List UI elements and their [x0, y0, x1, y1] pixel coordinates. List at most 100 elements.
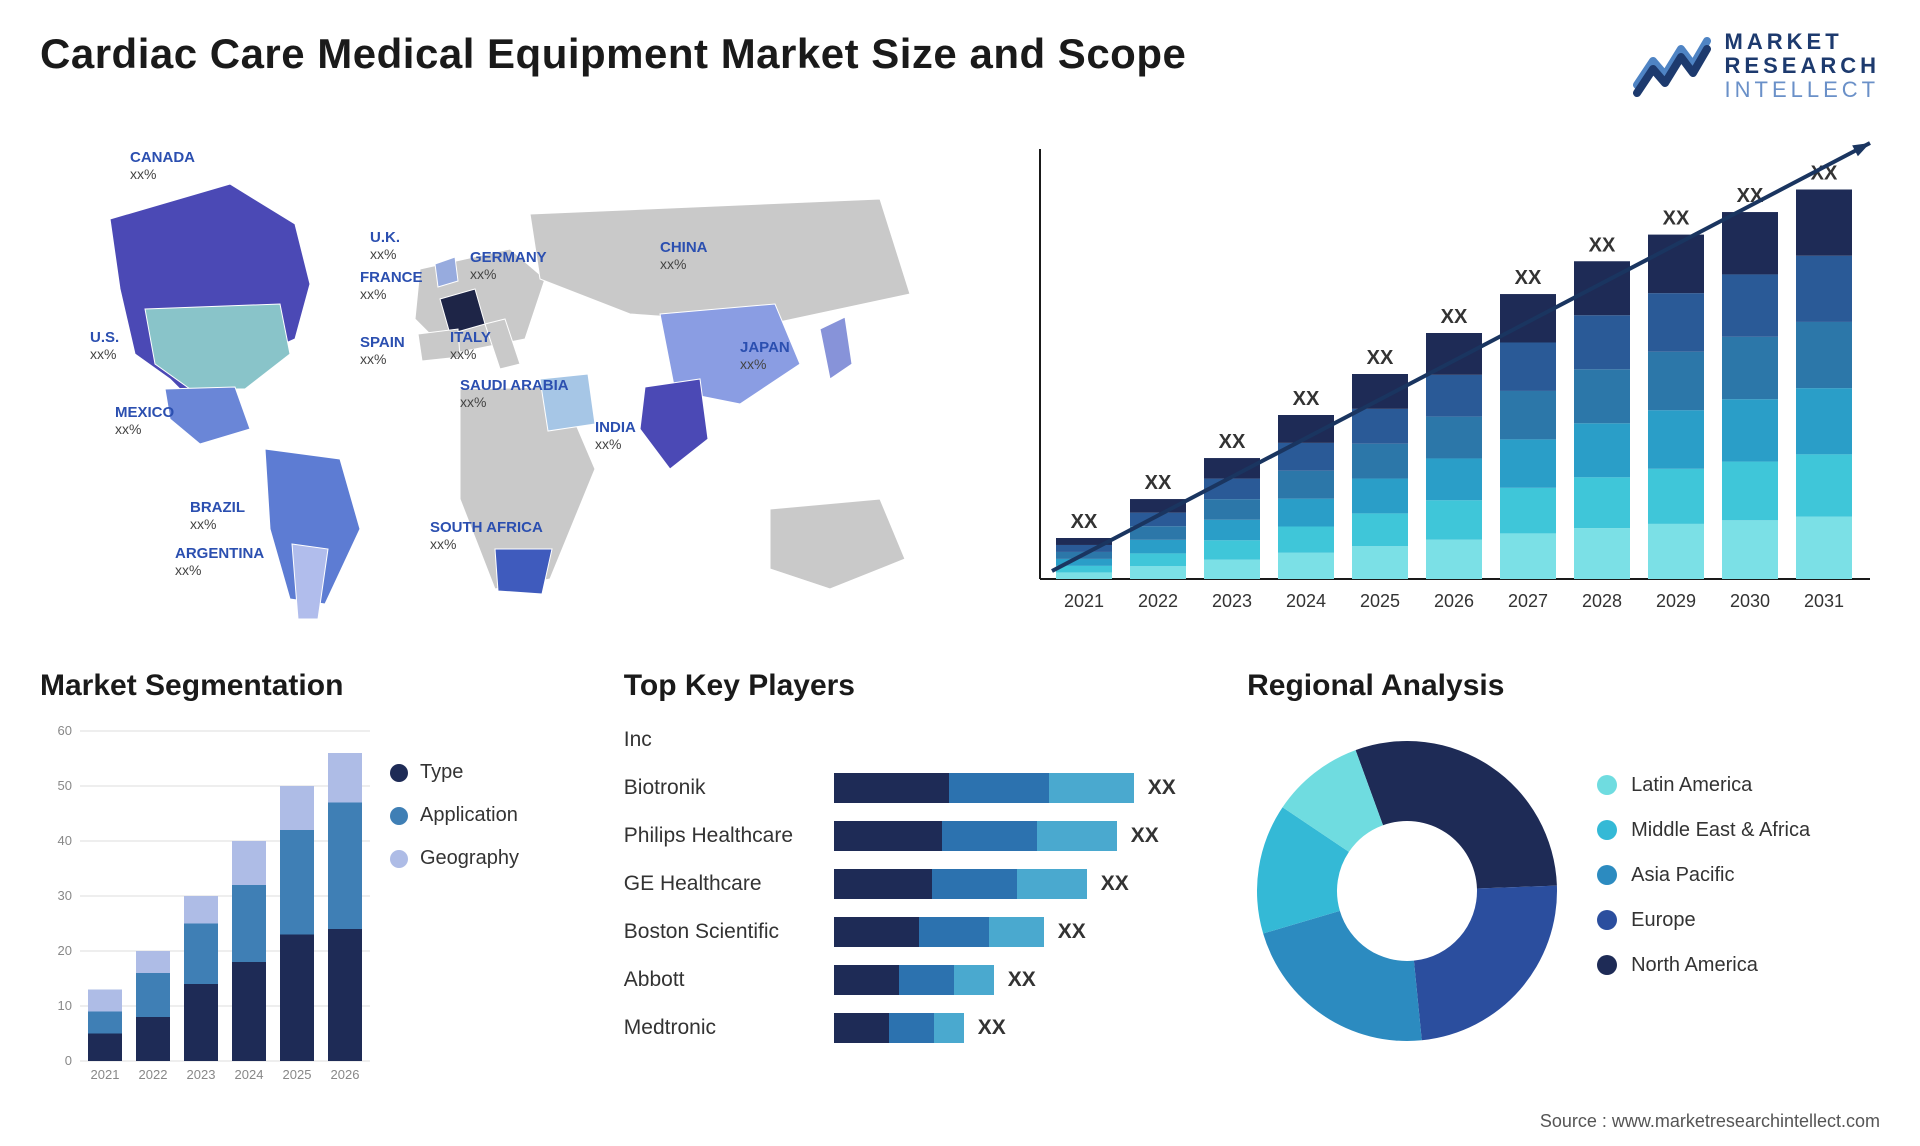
regional-donut-svg: [1247, 731, 1567, 1051]
map-label: SAUDI ARABIAxx%: [460, 377, 569, 410]
legend-swatch: [390, 850, 408, 868]
segmentation-chart-svg: 0102030405060202120222023202420252026: [40, 721, 380, 1101]
regional-legend-item: Asia Pacific: [1597, 864, 1810, 887]
map-country-name: SAUDI ARABIA: [460, 377, 569, 394]
map-country-name: FRANCE: [360, 269, 423, 286]
map-country-value: xx%: [175, 562, 264, 578]
segmentation-section: Market Segmentation 01020304050602021202…: [40, 669, 594, 1101]
player-name: Inc: [624, 728, 834, 752]
svg-text:2025: 2025: [1360, 591, 1400, 611]
player-name: Biotronik: [624, 776, 834, 800]
player-row: GE HealthcareXX: [624, 865, 1217, 903]
legend-label: Europe: [1631, 909, 1696, 932]
player-bar: XX: [834, 869, 1129, 899]
svg-text:60: 60: [58, 723, 72, 738]
svg-text:XX: XX: [1663, 208, 1690, 230]
svg-text:2031: 2031: [1804, 591, 1844, 611]
source-label: Source : www.marketresearchintellect.com: [1540, 1111, 1880, 1132]
player-row: MedtronicXX: [624, 1009, 1217, 1047]
svg-text:XX: XX: [1071, 511, 1098, 533]
players-title: Top Key Players: [624, 669, 1217, 703]
map-country-name: U.S.: [90, 329, 119, 346]
logo-text-row3: INTELLECT: [1725, 78, 1880, 102]
player-bar-segment: [1017, 869, 1087, 899]
map-label: CHINAxx%: [660, 239, 708, 272]
map-country-name: JAPAN: [740, 339, 790, 356]
svg-text:50: 50: [58, 778, 72, 793]
svg-text:2024: 2024: [235, 1067, 264, 1082]
svg-text:2027: 2027: [1508, 591, 1548, 611]
map-label: FRANCExx%: [360, 269, 423, 302]
player-bar: XX: [834, 1013, 1006, 1043]
svg-text:0: 0: [65, 1053, 72, 1068]
upper-row: CANADAxx%U.S.xx%MEXICOxx%BRAZILxx%ARGENT…: [40, 129, 1880, 639]
map-label: U.K.xx%: [370, 229, 400, 262]
map-country-name: GERMANY: [470, 249, 547, 266]
regional-legend-item: Latin America: [1597, 774, 1810, 797]
player-bar-segment: [834, 917, 919, 947]
map-country-value: xx%: [370, 246, 400, 262]
player-bar-segment: [834, 965, 899, 995]
legend-swatch: [1597, 865, 1617, 885]
map-label: ITALYxx%: [450, 329, 491, 362]
svg-text:2024: 2024: [1286, 591, 1326, 611]
player-bar-segment: [834, 1013, 889, 1043]
growth-chart: 2021XX2022XX2023XX2024XX2025XX2026XX2027…: [1020, 129, 1880, 639]
regional-legend: Latin AmericaMiddle East & AfricaAsia Pa…: [1597, 774, 1810, 999]
svg-text:XX: XX: [1367, 347, 1394, 369]
legend-label: Type: [420, 761, 463, 784]
map-country-name: SPAIN: [360, 334, 405, 351]
map-country-value: xx%: [430, 536, 543, 552]
svg-text:2022: 2022: [1138, 591, 1178, 611]
legend-swatch: [1597, 910, 1617, 930]
map-country-value: xx%: [595, 436, 636, 452]
player-row: BiotronikXX: [624, 769, 1217, 807]
player-bar: XX: [834, 965, 1036, 995]
map-country-value: xx%: [740, 356, 790, 372]
svg-text:XX: XX: [1589, 235, 1616, 257]
player-row: Boston ScientificXX: [624, 913, 1217, 951]
legend-swatch: [1597, 775, 1617, 795]
regional-section: Regional Analysis Latin AmericaMiddle Ea…: [1247, 669, 1880, 1101]
player-bar-segment: [919, 917, 989, 947]
player-row: AbbottXX: [624, 961, 1217, 999]
svg-text:10: 10: [58, 998, 72, 1013]
player-bar-segment: [1049, 773, 1134, 803]
player-value: XX: [978, 1016, 1006, 1040]
player-value: XX: [1058, 920, 1086, 944]
map-country-value: xx%: [130, 166, 195, 182]
map-country-value: xx%: [360, 286, 423, 302]
player-bar-segment: [932, 869, 1017, 899]
growth-chart-svg: 2021XX2022XX2023XX2024XX2025XX2026XX2027…: [1020, 129, 1880, 639]
logo-text-row2: RESEARCH: [1725, 54, 1880, 78]
map-country-name: CANADA: [130, 149, 195, 166]
legend-label: North America: [1631, 954, 1758, 977]
map-label: SOUTH AFRICAxx%: [430, 519, 543, 552]
lower-row: Market Segmentation 01020304050602021202…: [40, 669, 1880, 1101]
map-country-name: U.K.: [370, 229, 400, 246]
map-label: JAPANxx%: [740, 339, 790, 372]
legend-swatch: [390, 764, 408, 782]
svg-text:2025: 2025: [283, 1067, 312, 1082]
player-bar-segment: [1037, 821, 1117, 851]
legend-swatch: [1597, 955, 1617, 975]
player-value: XX: [1008, 968, 1036, 992]
svg-text:XX: XX: [1441, 306, 1468, 328]
map-label: SPAINxx%: [360, 334, 405, 367]
segmentation-legend-item: Geography: [390, 847, 519, 870]
svg-text:2021: 2021: [91, 1067, 120, 1082]
svg-text:2030: 2030: [1730, 591, 1770, 611]
legend-label: Latin America: [1631, 774, 1752, 797]
svg-text:20: 20: [58, 943, 72, 958]
map-country-name: BRAZIL: [190, 499, 245, 516]
players-rows: IncBiotronikXXPhilips HealthcareXXGE Hea…: [624, 721, 1217, 1047]
segmentation-legend-item: Type: [390, 761, 519, 784]
svg-text:2022: 2022: [139, 1067, 168, 1082]
player-name: GE Healthcare: [624, 872, 834, 896]
player-bar-segment: [942, 821, 1037, 851]
players-section: Top Key Players IncBiotronikXXPhilips He…: [624, 669, 1217, 1101]
regional-donut: [1247, 731, 1567, 1051]
svg-text:XX: XX: [1219, 431, 1246, 453]
svg-text:2026: 2026: [1434, 591, 1474, 611]
svg-text:40: 40: [58, 833, 72, 848]
